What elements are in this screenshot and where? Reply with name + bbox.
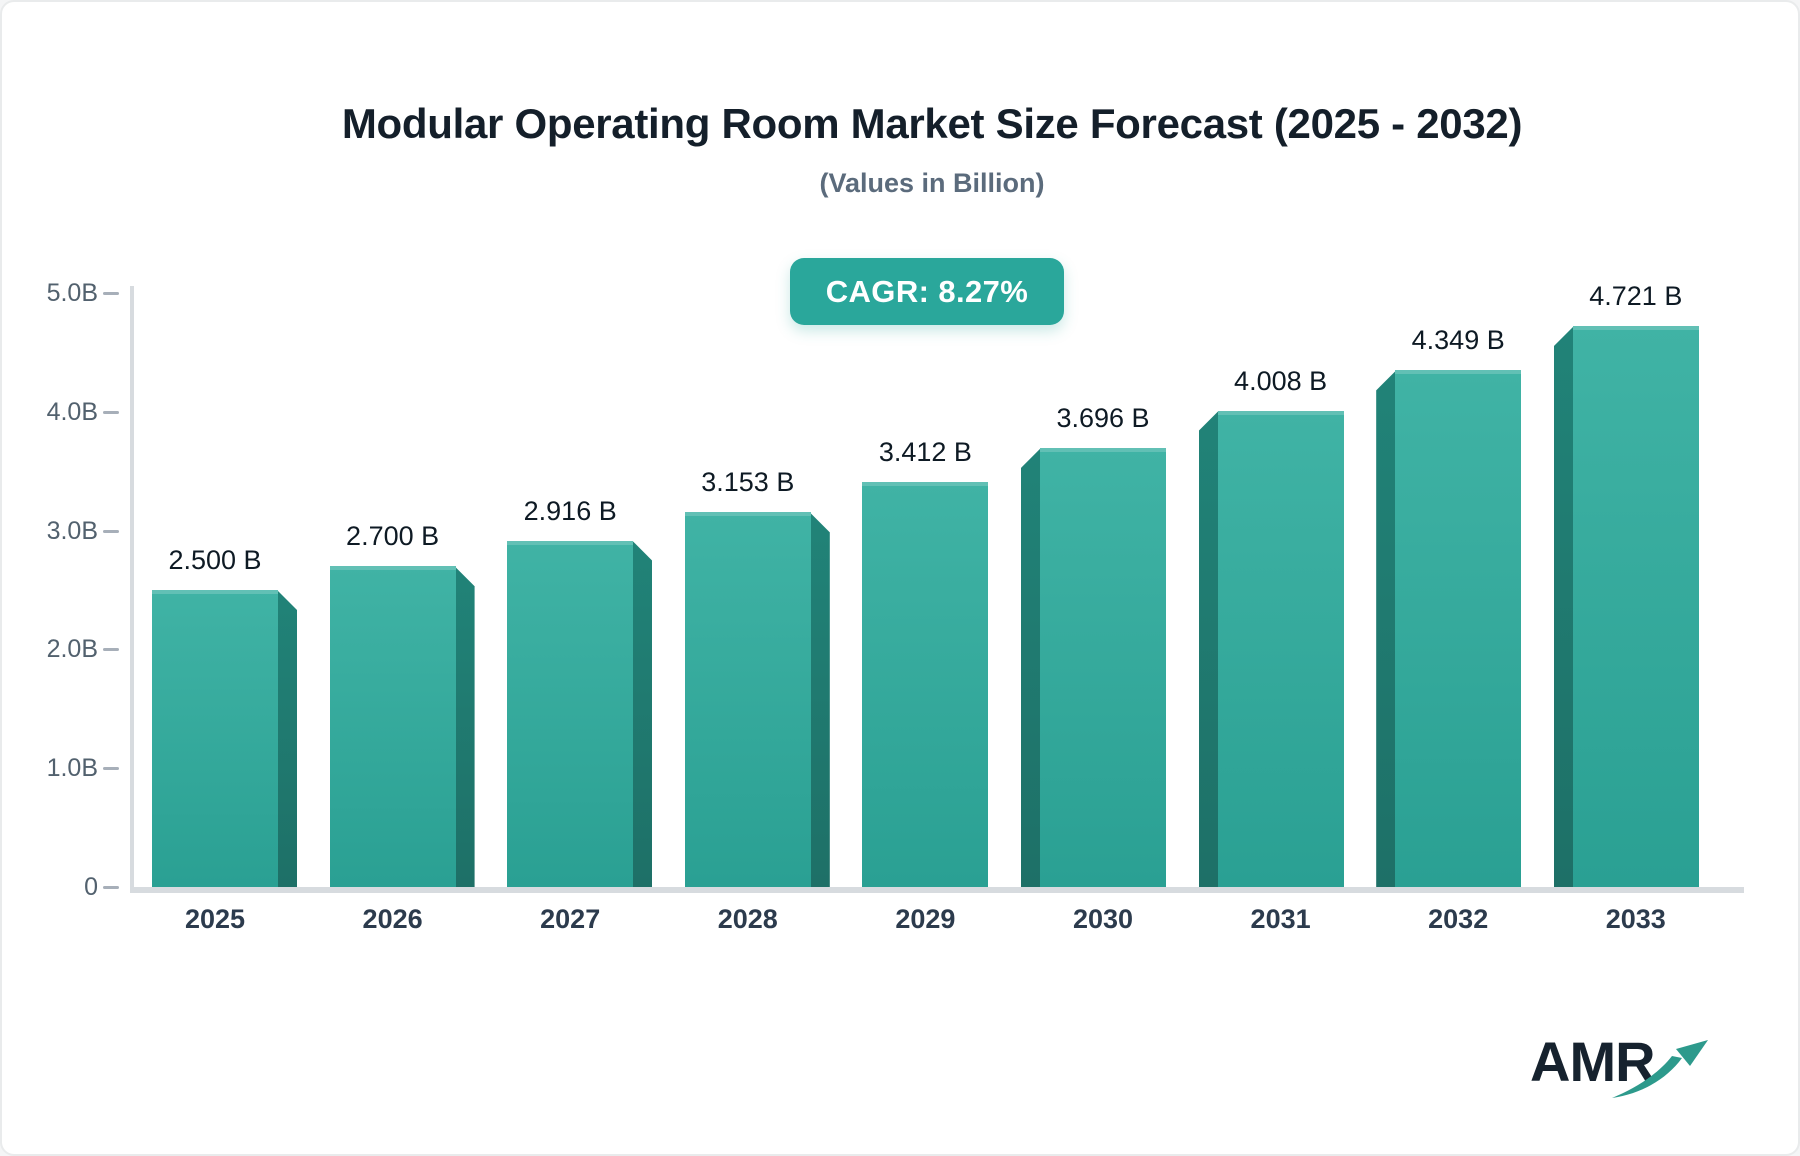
bar-value-label: 4.349 B [1411,325,1505,356]
bar-2030 [1040,447,1166,887]
y-tick-dash [103,410,119,414]
bar-2025 [152,590,278,887]
bar-2029 [862,481,989,887]
bar-side-face [1198,410,1219,887]
bar-value-label: 2.700 B [346,521,440,552]
bar-2031 [1217,410,1344,887]
amr-logo-arrow-icon [1612,1040,1708,1098]
bar-value-label: 2.916 B [523,495,617,526]
x-axis-label: 2026 [362,904,423,934]
y-tick-label: 2.0B [46,635,98,664]
x-axis-label: 2027 [540,904,601,934]
y-tick-label: 4.0B [46,397,98,426]
bar-side-face [277,590,297,887]
x-axis-label: 2031 [1250,904,1311,934]
x-axis-label: 2028 [717,904,778,934]
y-tick-dash [103,886,119,889]
bar-2026 [329,566,456,887]
y-tick-label: 0 [84,873,98,901]
bar-side-face [809,512,830,887]
y-tick-label: 3.0B [46,516,98,545]
bar-value-label: 4.008 B [1234,365,1328,396]
x-axis-label: 2029 [895,904,956,934]
bar-side-face [1553,326,1574,887]
y-axis-line [130,286,134,887]
x-axis-label: 2032 [1428,904,1489,934]
bar-2028 [684,512,811,887]
bar-2032 [1395,370,1522,887]
bar-value-label: 4.721 B [1589,281,1683,312]
y-tick-dash [103,529,119,533]
x-axis-label: 2030 [1072,904,1134,934]
x-axis-label: 2033 [1605,904,1666,934]
amr-logo-text: AMR [1530,1030,1656,1093]
bar-2027 [507,540,634,887]
bar-side-face [1021,447,1041,887]
bar-value-label: 2.500 B [168,545,262,575]
y-tick-label: 5.0B [46,279,98,307]
y-tick-dash [103,292,119,295]
bar-value-label: 3.412 B [878,436,972,467]
chart-title: Modular Operating Room Market Size Forec… [341,100,1523,147]
cagr-badge: CAGR: 8.27% [790,258,1064,325]
x-axis-baseline [130,887,1744,893]
x-axis-label: 2025 [184,904,246,934]
bar-value-label: 3.696 B [1056,402,1150,433]
bar-side-face [632,540,653,887]
bar-2033 [1572,326,1699,887]
chart-subtitle: (Values in Billion) [819,168,1045,198]
bar-side-face [454,566,475,887]
y-tick-dash [103,767,119,771]
y-tick-dash [103,648,119,652]
bar-value-label: 3.153 B [701,467,795,498]
bar-side-face [1376,370,1397,887]
y-tick-label: 1.0B [46,754,98,783]
